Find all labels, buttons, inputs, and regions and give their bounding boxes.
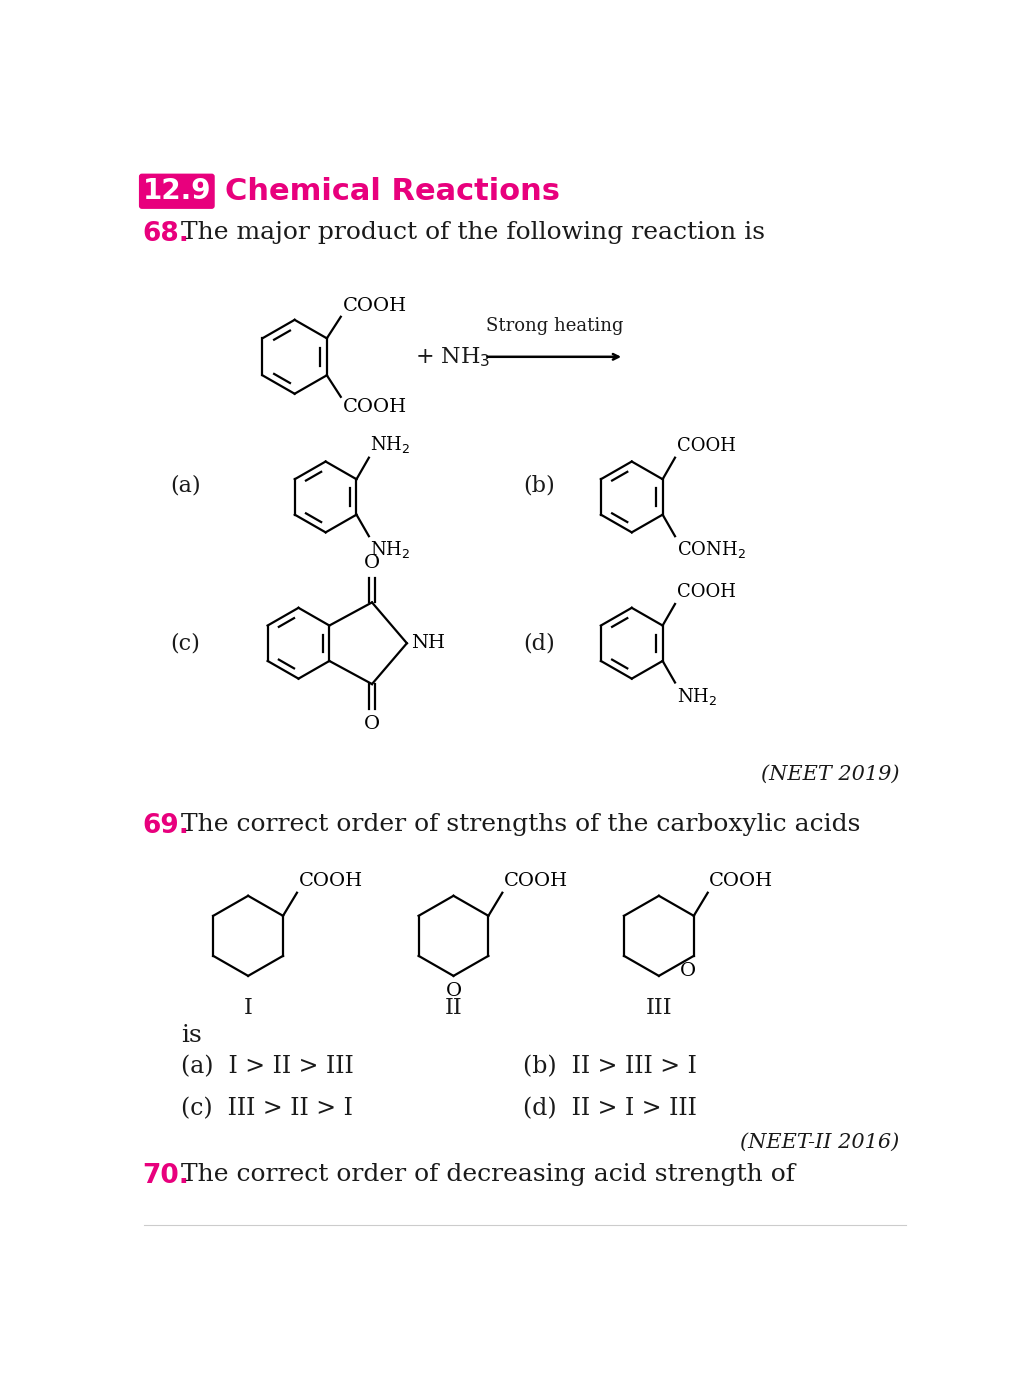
Text: (d): (d)	[523, 632, 555, 654]
Text: Strong heating: Strong heating	[485, 318, 623, 336]
Text: (b)  II > III > I: (b) II > III > I	[523, 1056, 697, 1078]
Text: COOH: COOH	[504, 872, 568, 890]
Text: (c): (c)	[171, 632, 201, 654]
Text: (a): (a)	[171, 474, 202, 496]
Text: is: is	[180, 1024, 202, 1048]
Text: NH: NH	[412, 634, 445, 652]
Text: II: II	[444, 998, 463, 1020]
Text: 68.: 68.	[142, 221, 188, 247]
Text: (d)  II > I > III: (d) II > I > III	[523, 1097, 697, 1121]
Text: 69.: 69.	[142, 813, 188, 839]
Text: NH$_2$: NH$_2$	[371, 434, 411, 455]
Text: 12.9: 12.9	[142, 177, 211, 206]
Text: COOH: COOH	[299, 872, 362, 890]
Text: O: O	[680, 962, 695, 980]
Text: 70.: 70.	[142, 1164, 188, 1189]
Text: The major product of the following reaction is: The major product of the following react…	[180, 221, 765, 245]
Text: O: O	[364, 554, 380, 572]
Text: (NEET 2019): (NEET 2019)	[761, 764, 899, 784]
Text: (c)  III > II > I: (c) III > II > I	[180, 1097, 352, 1121]
Text: + NH$_3$: + NH$_3$	[415, 346, 490, 369]
Text: O: O	[445, 983, 462, 1001]
Text: The correct order of decreasing acid strength of: The correct order of decreasing acid str…	[180, 1164, 795, 1186]
Text: I: I	[244, 998, 253, 1020]
Text: (NEET-II 2016): (NEET-II 2016)	[740, 1133, 899, 1151]
Text: III: III	[645, 998, 672, 1020]
FancyBboxPatch shape	[139, 174, 214, 209]
Text: O: O	[364, 714, 380, 732]
Text: NH$_2$: NH$_2$	[677, 685, 717, 706]
Text: CONH$_2$: CONH$_2$	[677, 539, 745, 560]
Text: COOH: COOH	[677, 583, 735, 601]
Text: COOH: COOH	[677, 437, 735, 455]
Text: COOH: COOH	[343, 297, 408, 315]
Text: (b): (b)	[523, 474, 555, 496]
Text: The correct order of strengths of the carboxylic acids: The correct order of strengths of the ca…	[180, 813, 860, 836]
Text: Chemical Reactions: Chemical Reactions	[225, 177, 560, 206]
Text: (a)  I > II > III: (a) I > II > III	[180, 1056, 353, 1078]
Text: NH$_2$: NH$_2$	[371, 539, 411, 560]
Text: COOH: COOH	[710, 872, 773, 890]
Text: COOH: COOH	[343, 398, 408, 416]
